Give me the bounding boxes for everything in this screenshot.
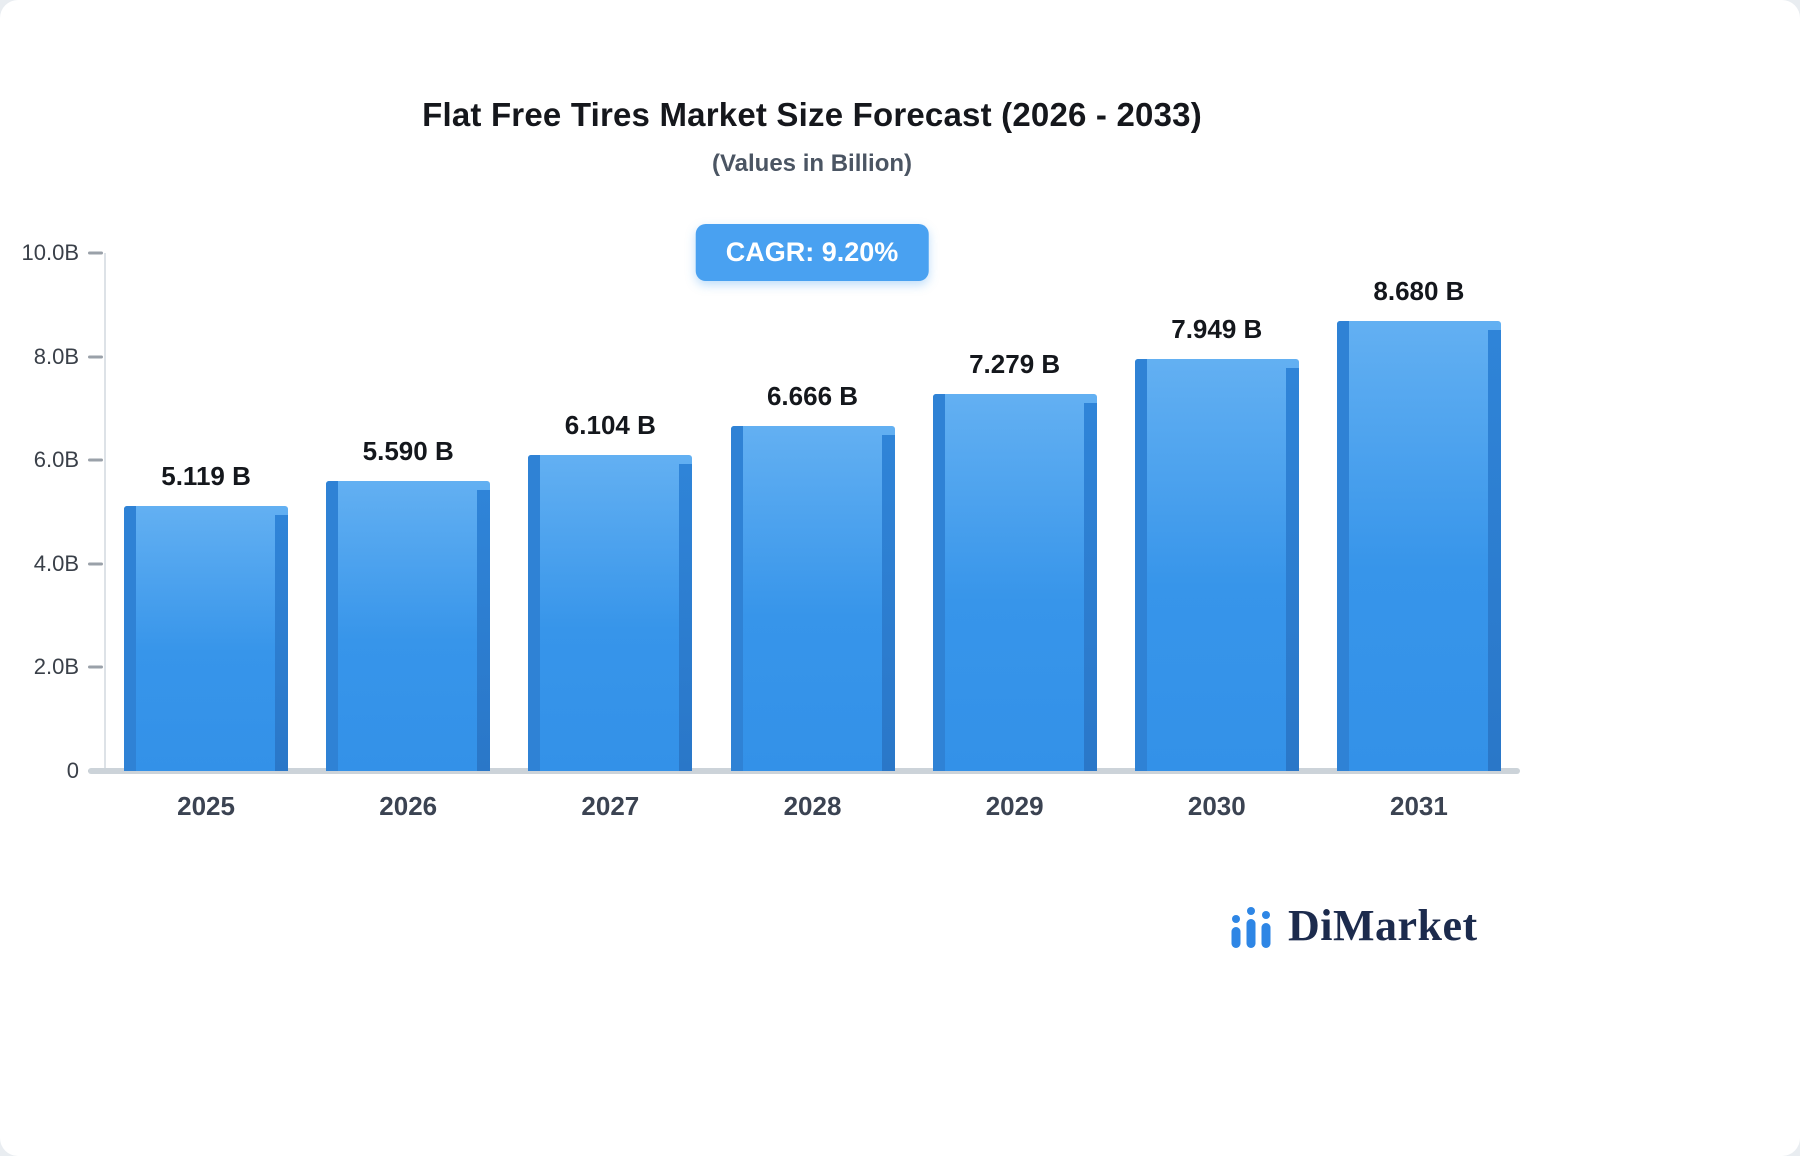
bar-value-label: 7.949 B: [1171, 314, 1263, 345]
y-axis-tick-mark: [88, 562, 103, 566]
bar-2031: [1336, 321, 1501, 771]
x-axis-label: 2029: [985, 791, 1044, 821]
bar-value-label: 6.666 B: [766, 380, 859, 411]
bar-chart-dots-icon: [1231, 906, 1271, 948]
y-axis-line: [104, 253, 106, 771]
y-axis-tick-label: 4.0B: [33, 550, 79, 576]
y-axis-tick-mark: [88, 251, 103, 255]
bar-2025: [124, 505, 289, 772]
chart-title: Flat Free Tires Market Size Forecast (20…: [422, 96, 1202, 133]
bar-value-label: 5.119 B: [161, 460, 251, 491]
y-axis: 10.0B 8.0B 6.0B 4.0B 2.0B 0: [0, 240, 103, 783]
y-axis-tick-label: 2.0B: [33, 654, 79, 680]
bar-value-label: 8.680 B: [1373, 276, 1465, 307]
x-axis-label: 2025: [177, 791, 235, 821]
x-axis-label: 2028: [783, 791, 842, 821]
y-axis-tick-mark: [88, 458, 103, 462]
bar-2028: [730, 425, 895, 772]
dimarket-logo: DiMarket: [1228, 900, 1478, 951]
chart-subtitle: (Values in Billion): [711, 150, 913, 177]
bar-value-label: 7.279 B: [969, 348, 1061, 379]
bar-2030: [1134, 359, 1299, 771]
x-axis-label: 2030: [1187, 791, 1246, 821]
y-axis-tick-label: 10.0B: [21, 240, 80, 265]
plot-area: 5.119 B 2025 5.590 B 2026 6.104 B 2027 6.666 B…: [105, 253, 1520, 821]
y-axis-tick-label: 6.0B: [33, 447, 79, 473]
x-axis-label: 2031: [1390, 791, 1448, 821]
x-axis-label: 2027: [581, 791, 640, 821]
bar-value-label: 6.104 B: [564, 409, 656, 440]
bar-value-label: 5.590 B: [362, 436, 454, 467]
y-axis-tick-mark: [88, 665, 103, 669]
y-axis-tick-mark: [88, 355, 103, 359]
dimarket-logo-text: DiMarket: [1288, 901, 1478, 950]
x-axis-line: [88, 768, 1520, 774]
bar-2027: [528, 454, 693, 772]
bar-2029: [932, 393, 1097, 772]
x-axis-label: 2026: [379, 791, 438, 821]
cagr-badge: CAGR: 9.20%: [695, 224, 929, 281]
y-axis-tick-label: 0: [66, 758, 79, 783]
y-axis-tick-label: 8.0B: [33, 343, 79, 369]
bar-2026: [326, 481, 491, 771]
